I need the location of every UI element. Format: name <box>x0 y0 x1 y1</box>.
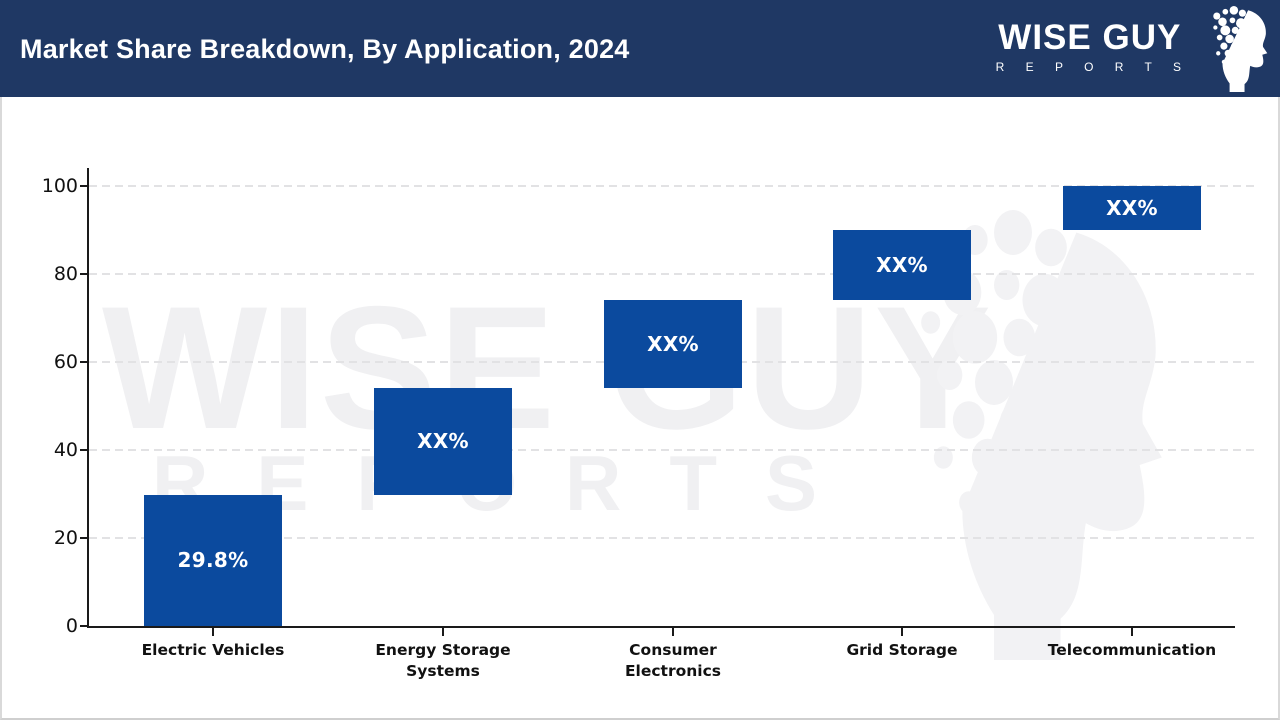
wise-guy-logo: WISE GUY R E P O R T S <box>996 4 1268 94</box>
bar-segment: XX% <box>604 300 742 389</box>
y-axis-line <box>87 168 89 628</box>
bar-value-label: XX% <box>876 252 928 277</box>
y-tick-label: 0 <box>65 615 78 637</box>
x-tick-mark <box>901 628 903 636</box>
page-title: Market Share Breakdown, By Application, … <box>20 34 630 64</box>
logo-text: WISE GUY R E P O R T S <box>990 18 1190 74</box>
bar-value-label: XX% <box>1106 195 1158 220</box>
x-tick-mark <box>442 628 444 636</box>
logo-line2: R E P O R T S <box>995 59 1190 74</box>
y-tick-mark <box>80 184 89 187</box>
x-tick-mark <box>1131 628 1133 636</box>
x-category-label: Consumer Electronics <box>624 641 722 680</box>
y-tick-label: 40 <box>53 438 78 461</box>
bar-segment: 29.8% <box>144 494 282 626</box>
x-tick-mark <box>212 628 214 636</box>
y-tick-label: 60 <box>53 350 78 373</box>
bar-value-label: XX% <box>647 332 699 357</box>
y-tick-mark <box>80 536 89 539</box>
bar-segment: XX% <box>374 388 512 495</box>
y-tick-mark <box>80 625 89 627</box>
y-tick-mark <box>80 360 89 363</box>
y-tick-mark <box>80 272 89 275</box>
gridline <box>89 184 1254 187</box>
y-tick-label: 80 <box>53 262 78 285</box>
gridline <box>89 448 1254 451</box>
report-header: Market Share Breakdown, By Application, … <box>0 0 1280 97</box>
x-category-label: Grid Storage <box>846 641 958 659</box>
bar-segment: XX% <box>833 229 971 301</box>
bar-value-label: 29.8% <box>177 548 249 573</box>
x-category-label: Electric Vehicles <box>141 641 285 659</box>
y-tick-label: 100 <box>41 174 78 197</box>
logo-line1: WISE GUY <box>998 18 1182 57</box>
x-category-label: Energy Storage Systems <box>375 641 511 680</box>
head-dots-icon <box>1213 6 1268 92</box>
gridline <box>89 272 1254 275</box>
y-tick-label: 20 <box>53 526 78 549</box>
x-axis-line <box>87 626 1235 628</box>
x-tick-mark <box>672 628 674 636</box>
bar-value-label: XX% <box>417 429 469 454</box>
bar-segment: XX% <box>1063 185 1201 230</box>
gridline <box>89 536 1254 539</box>
y-tick-mark <box>80 448 89 451</box>
x-category-label: Telecommunication <box>1047 641 1217 659</box>
